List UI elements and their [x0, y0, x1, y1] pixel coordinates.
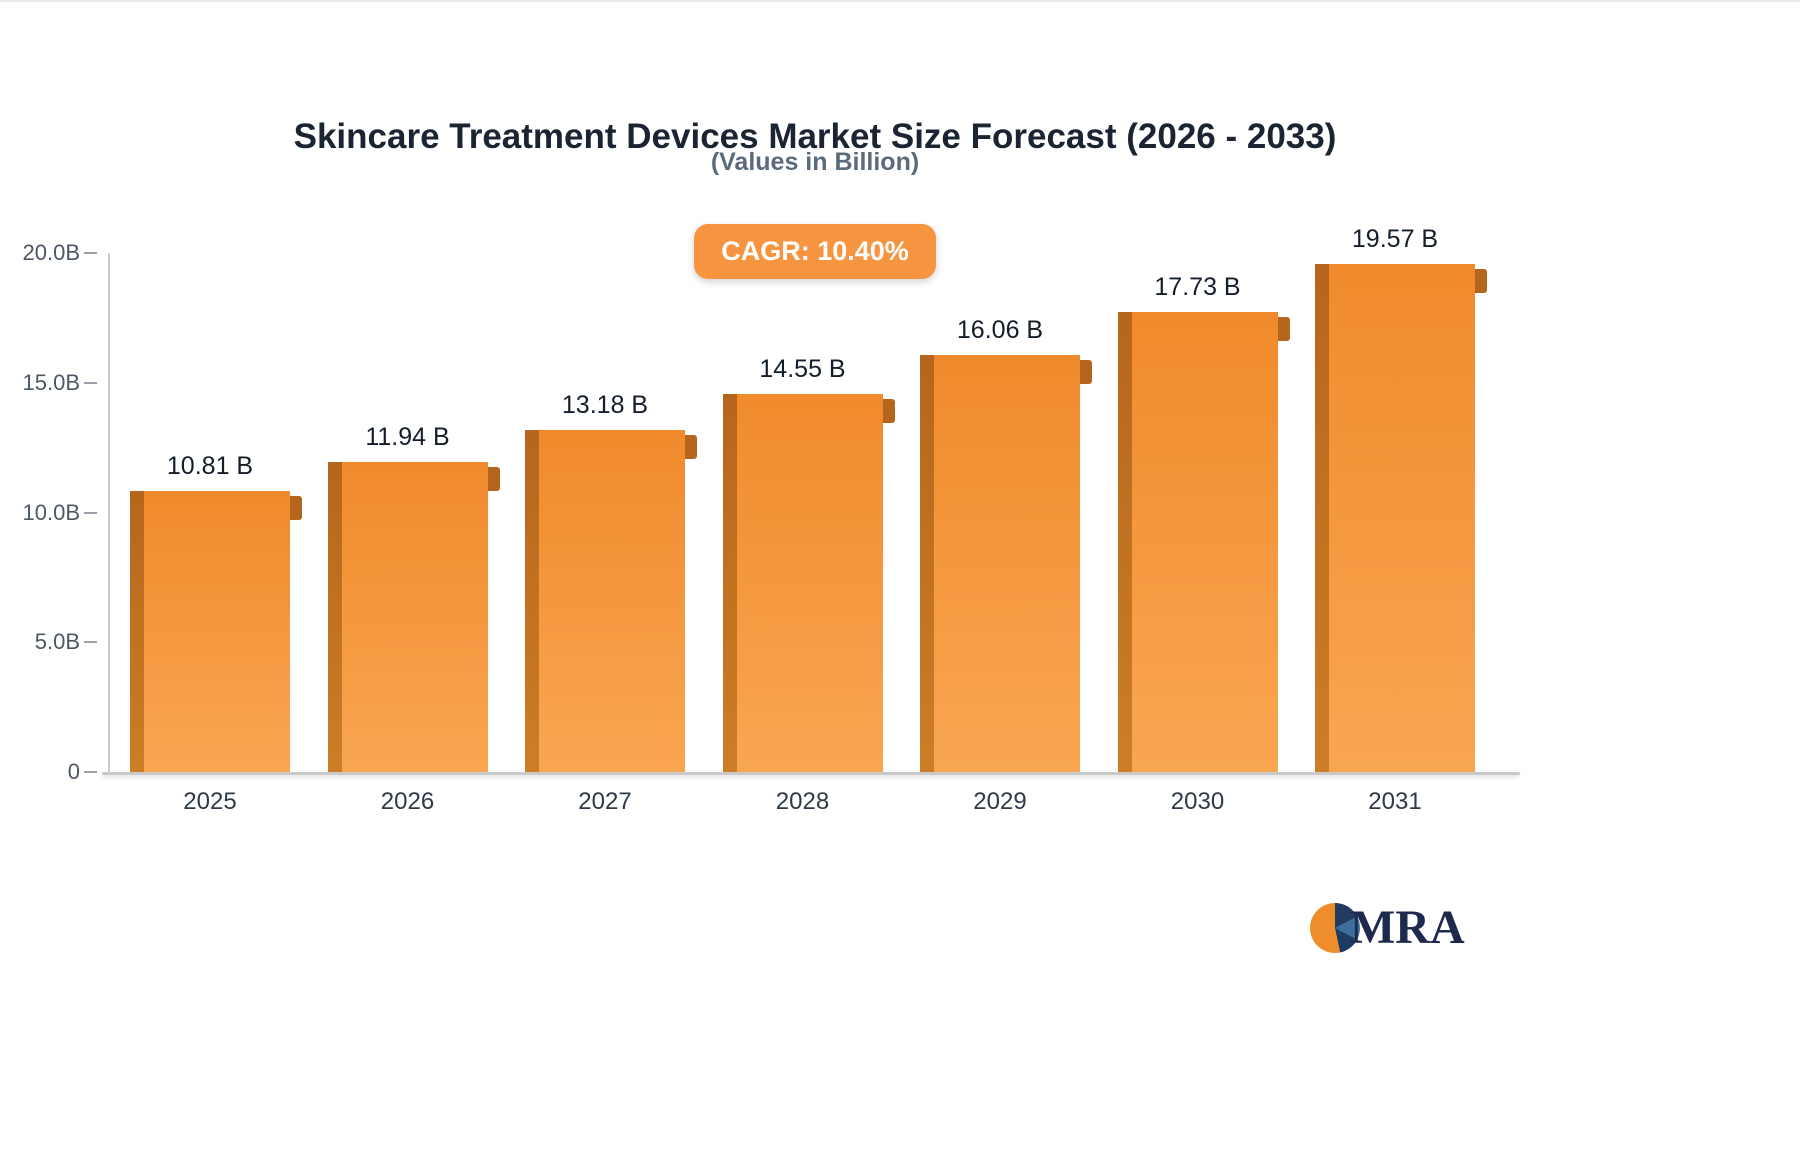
x-axis-label: 2030 [1170, 788, 1225, 815]
x-axis-label: 2025 [183, 788, 237, 815]
y-axis-tick-mark [84, 771, 97, 773]
bar: 14.55 B [722, 355, 895, 772]
x-axis-label: 2028 [775, 788, 830, 815]
x-axis-label: 2031 [1368, 788, 1422, 815]
bar-depth-tab [487, 467, 500, 492]
chart-subtitle: (Values in Billion) [710, 148, 920, 176]
x-axis-line [102, 772, 1520, 775]
x-axis-label: 2026 [380, 788, 435, 815]
bar-value-label: 11.94 B [365, 423, 450, 452]
bar-face [1117, 311, 1278, 772]
y-axis-tick-label: 15.0B [22, 369, 81, 395]
bar-left-shade [525, 429, 539, 772]
bar: 10.81 B [130, 452, 302, 772]
y-axis-tick-label: 5.0B [34, 629, 80, 655]
bar-face [327, 462, 488, 772]
bar-left-shade [1315, 264, 1329, 772]
y-axis-tick-mark [84, 252, 97, 254]
y-axis-tick-label: 20.0B [22, 240, 81, 265]
bar-left-shade [130, 491, 144, 772]
bar: 19.57 B [1315, 225, 1487, 772]
bar-value-label: 13.18 B [561, 390, 649, 419]
pie-chart-logo-icon [1310, 902, 1360, 953]
bar-value-label: 14.55 B [759, 355, 846, 384]
bar-value-label: 19.57 B [1351, 225, 1439, 254]
y-axis-tick-label: 10.0B [22, 499, 81, 525]
logo-text: MRA [1350, 901, 1465, 954]
cagr-badge-container: CAGR: 10.40% [0, 224, 1630, 279]
chart-title: Skincare Treatment Devices Market Size F… [293, 117, 1337, 157]
bar-value-label: 17.73 B [1154, 272, 1241, 301]
bar-left-shade [327, 462, 342, 772]
bar-face [722, 394, 883, 772]
x-axis-label: 2027 [578, 788, 632, 815]
bar-depth-tab [1475, 269, 1487, 294]
bar-left-shade [920, 355, 934, 772]
y-axis-line [108, 253, 110, 772]
cagr-badge: CAGR: 10.40% [694, 224, 936, 279]
bar: 11.94 B [327, 423, 500, 772]
top-border [0, 0, 1800, 2]
y-axis-tick-label: 0 [67, 759, 80, 784]
bar-left-shade [722, 394, 737, 772]
bar-depth-tab [290, 496, 302, 521]
y-axis-tick-mark [84, 641, 97, 644]
bar-depth-tab [882, 399, 895, 424]
bar-face [130, 491, 290, 772]
bar-face [920, 355, 1080, 772]
bar-face [1315, 264, 1475, 772]
bar: 17.73 B [1117, 273, 1290, 772]
bar-value-label: 10.81 B [166, 452, 254, 481]
bar: 16.06 B [920, 316, 1092, 772]
plot-area: 0 5.0B 10.0B 15.0B 20.0B 10.81 B 2025 11.94 B 20… [23, 225, 1520, 815]
bar-depth-tab [1277, 316, 1290, 341]
bar-value-label: 16.06 B [956, 316, 1044, 345]
y-axis-tick-mark [84, 511, 97, 514]
bar-depth-tab [685, 434, 697, 459]
bar-face [525, 429, 685, 772]
x-axis-label: 2029 [973, 788, 1027, 815]
bar-left-shade [1117, 311, 1132, 772]
y-axis-tick-mark [84, 381, 97, 384]
mra-logo: MRA [1310, 900, 1465, 955]
bar-depth-tab [1080, 360, 1092, 385]
bar: 13.18 B [525, 391, 697, 772]
